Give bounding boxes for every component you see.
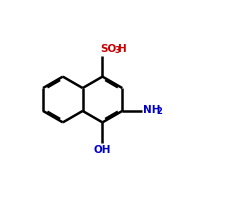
Text: OH: OH <box>94 145 111 155</box>
Text: NH: NH <box>143 104 161 115</box>
Text: 2: 2 <box>156 107 162 116</box>
Text: SO: SO <box>101 44 117 54</box>
Text: 3: 3 <box>115 46 121 55</box>
Text: H: H <box>118 44 127 54</box>
